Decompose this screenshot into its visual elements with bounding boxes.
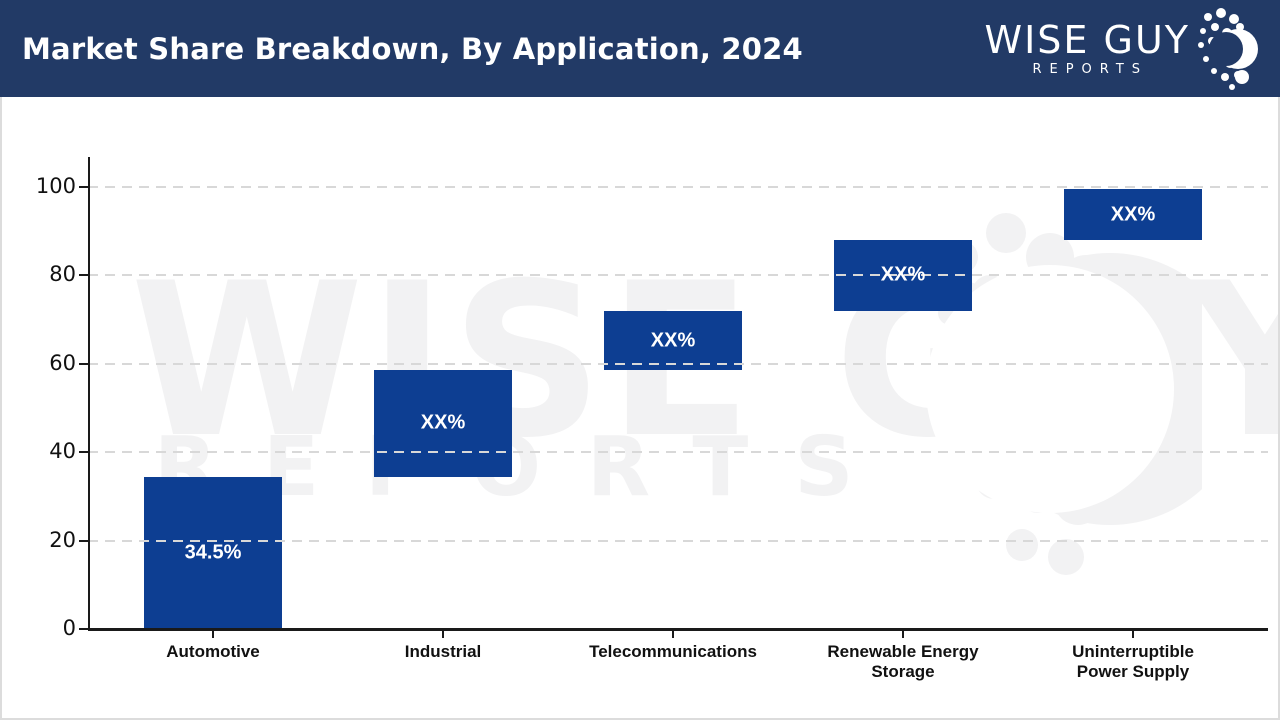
x-tick-uninterruptible-power-supply [1132,630,1134,638]
brand-logo: WISE GUY REPORTS [985,7,1258,91]
bar-value-label-automotive: 34.5% [184,541,242,564]
y-tick-label-20: 20 [49,527,76,552]
x-category-label-automotive: Automotive [98,642,328,662]
bar-industrial [374,370,512,477]
x-category-label-industrial: Industrial [328,642,558,662]
y-tick-60 [79,362,88,365]
x-category-label-line: Telecommunications [589,642,757,661]
gridline-40 [88,451,1268,454]
x-category-label-line: Storage [871,662,935,681]
bar-value-label-renewable-energy-storage: XX% [880,263,926,286]
x-category-label-line: Industrial [404,642,482,661]
chart-canvas: WISE GUY REPORTS 34.5%XX%XX%XX%XX%020406… [0,97,1280,720]
x-category-label-line: Automotive [166,642,260,661]
x-tick-industrial [442,630,444,638]
y-tick-20 [79,539,88,542]
header-bar: Market Share Breakdown, By Application, … [0,0,1280,97]
bar-uninterruptible-power-supply [1064,189,1202,241]
gridline-80 [88,274,1268,277]
gridline-60 [88,362,1268,365]
brand-face-icon [1198,7,1258,90]
x-axis-spine [88,628,1268,631]
x-category-label-line: Renewable Energy [827,642,979,661]
x-category-label-line: Power Supply [1076,662,1190,681]
x-tick-telecommunications [672,630,674,638]
y-tick-label-40: 40 [49,439,76,464]
brand-logo-text: WISE GUY REPORTS [985,21,1190,77]
x-category-label-uninterruptible-power-supply: Uninterruptible Power Supply [1018,642,1248,682]
y-tick-40 [79,451,88,454]
bar-value-label-industrial: XX% [420,411,466,434]
y-tick-label-0: 0 [62,616,76,640]
gridline-20 [88,539,1268,542]
y-axis-spine [88,157,90,631]
gridline-100 [88,186,1268,188]
y-tick-label-80: 80 [49,262,76,287]
brand-subname: REPORTS [1032,61,1149,77]
y-tick-label-100: 100 [35,174,76,198]
bar-value-label-telecommunications: XX% [650,329,696,352]
page-title: Market Share Breakdown, By Application, … [22,31,803,66]
y-tick-0 [79,628,88,630]
y-tick-100 [79,186,88,188]
brand-name: WISE GUY [984,17,1190,62]
bar-automotive [144,476,282,629]
x-tick-renewable-energy-storage [902,630,904,638]
x-category-label-line: Uninterruptible [1072,642,1194,661]
y-tick-80 [79,274,88,277]
bar-value-label-uninterruptible-power-supply: XX% [1110,203,1156,226]
bar-telecommunications [604,310,742,371]
x-category-label-renewable-energy-storage: Renewable Energy Storage [788,642,1018,682]
x-tick-automotive [212,630,214,638]
x-category-label-telecommunications: Telecommunications [558,642,788,662]
y-tick-label-60: 60 [49,350,76,375]
watermark-face-icon [926,213,1202,575]
